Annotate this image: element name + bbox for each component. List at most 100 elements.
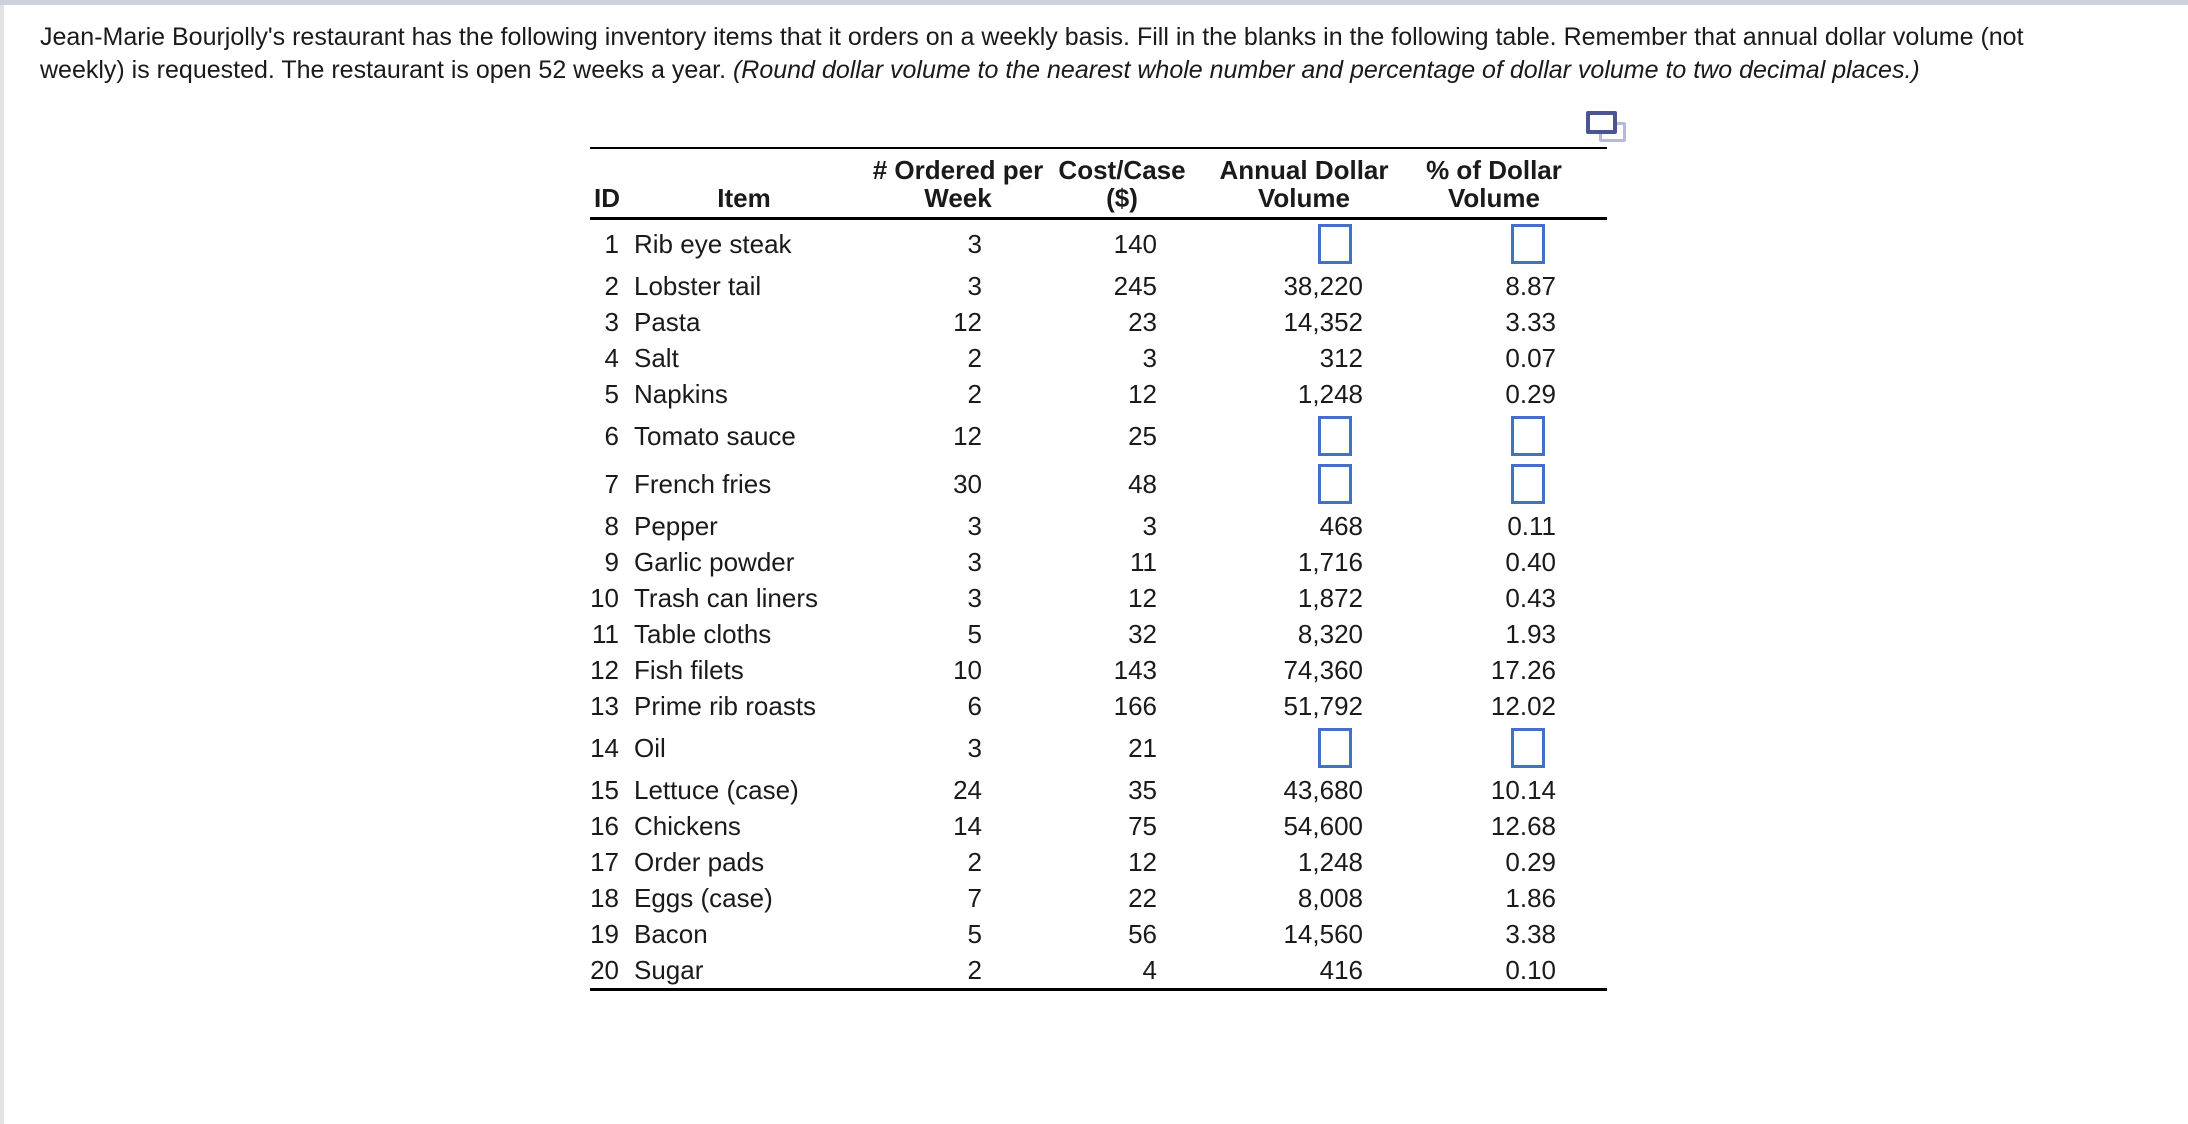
row-id: 20 bbox=[590, 954, 619, 985]
row-cost-per-case: 4 bbox=[1142, 954, 1157, 985]
pct-volume-input[interactable] bbox=[1511, 224, 1545, 264]
annual-volume-input[interactable] bbox=[1318, 728, 1352, 768]
row-ordered-per-week: 2 bbox=[967, 342, 982, 373]
row-item-name: Fish filets bbox=[634, 654, 744, 685]
row-ordered-per-week: 3 bbox=[967, 510, 982, 541]
pct-volume-input[interactable] bbox=[1511, 464, 1545, 504]
table-row: 12 Fish filets 10 143 74,360 17.26 bbox=[590, 652, 1607, 688]
row-annual-dollar-volume: 51,792 bbox=[1283, 690, 1363, 721]
row-item-name: Lettuce (case) bbox=[634, 774, 799, 805]
row-cost-per-case: 25 bbox=[1128, 420, 1157, 451]
row-pct-dollar-volume bbox=[1400, 464, 1607, 504]
row-item-name: Tomato sauce bbox=[634, 420, 796, 451]
row-ordered-per-week: 6 bbox=[967, 690, 982, 721]
row-pct-dollar-volume: 0.10 bbox=[1505, 954, 1556, 985]
row-item-name: Garlic powder bbox=[634, 546, 795, 577]
row-pct-dollar-volume: 8.87 bbox=[1505, 270, 1556, 301]
row-item-name: Sugar bbox=[634, 954, 704, 985]
row-ordered-per-week: 2 bbox=[967, 954, 982, 985]
pct-volume-input[interactable] bbox=[1511, 416, 1545, 456]
row-item-name: Salt bbox=[634, 342, 679, 373]
row-ordered-per-week: 10 bbox=[953, 654, 982, 685]
table-top-rule bbox=[590, 147, 1607, 149]
row-ordered-per-week: 12 bbox=[953, 420, 982, 451]
row-cost-per-case: 75 bbox=[1128, 810, 1157, 841]
row-item-name: Napkins bbox=[634, 378, 728, 409]
row-id: 5 bbox=[604, 378, 619, 409]
row-pct-dollar-volume: 12.02 bbox=[1490, 690, 1556, 721]
row-ordered-per-week: 5 bbox=[967, 618, 982, 649]
row-annual-dollar-volume bbox=[1208, 224, 1400, 264]
row-pct-dollar-volume: 0.40 bbox=[1505, 546, 1556, 577]
row-annual-dollar-volume: 43,680 bbox=[1283, 774, 1363, 805]
row-annual-dollar-volume: 312 bbox=[1319, 342, 1363, 373]
row-item-name: Prime rib roasts bbox=[634, 690, 817, 721]
duplicate-window-icon[interactable] bbox=[1586, 111, 1628, 145]
question-line-2-normal: weekly) is requested. The restaurant is … bbox=[40, 56, 733, 84]
row-annual-dollar-volume: 8,008 bbox=[1297, 882, 1363, 913]
row-id: 8 bbox=[604, 510, 619, 541]
rounding-note: (Round dollar volume to the nearest whol… bbox=[732, 56, 1920, 84]
row-id: 6 bbox=[604, 420, 619, 451]
table-bottom-rule bbox=[590, 988, 1607, 991]
table-row: 13 Prime rib roasts 6 166 51,792 12.02 bbox=[590, 688, 1607, 724]
table-row: 2 Lobster tail 3 245 38,220 8.87 bbox=[590, 268, 1607, 304]
row-ordered-per-week: 3 bbox=[967, 732, 982, 763]
row-ordered-per-week: 30 bbox=[953, 468, 982, 499]
row-cost-per-case: 3 bbox=[1142, 510, 1157, 541]
annual-volume-input[interactable] bbox=[1318, 416, 1352, 456]
row-ordered-per-week: 14 bbox=[953, 810, 982, 841]
row-pct-dollar-volume: 0.29 bbox=[1505, 378, 1556, 409]
table-row: 3 Pasta 12 23 14,352 3.33 bbox=[590, 304, 1607, 340]
row-pct-dollar-volume: 10.14 bbox=[1490, 774, 1556, 805]
table-row: 19 Bacon 5 56 14,560 3.38 bbox=[590, 916, 1607, 952]
row-ordered-per-week: 3 bbox=[967, 270, 982, 301]
row-annual-dollar-volume: 38,220 bbox=[1283, 270, 1363, 301]
table-header-rule bbox=[590, 217, 1607, 220]
header-annual-dollar-volume: Annual Dollar Volume bbox=[1219, 155, 1389, 213]
row-id: 15 bbox=[590, 774, 619, 805]
row-annual-dollar-volume: 468 bbox=[1319, 510, 1363, 541]
table-row: 16 Chickens 14 75 54,600 12.68 bbox=[590, 808, 1607, 844]
row-item-name: Eggs (case) bbox=[634, 882, 773, 913]
pct-volume-input[interactable] bbox=[1511, 728, 1545, 768]
table-row: 1 Rib eye steak 3 140 bbox=[590, 220, 1607, 268]
header-id: ID bbox=[594, 183, 620, 213]
row-annual-dollar-volume: 14,352 bbox=[1283, 306, 1363, 337]
row-item-name: French fries bbox=[634, 468, 772, 499]
row-cost-per-case: 245 bbox=[1113, 270, 1157, 301]
row-annual-dollar-volume bbox=[1208, 464, 1400, 504]
table-row: 7 French fries 30 48 bbox=[590, 460, 1607, 508]
table-row: 14 Oil 3 21 bbox=[590, 724, 1607, 772]
row-cost-per-case: 56 bbox=[1128, 918, 1157, 949]
row-ordered-per-week: 3 bbox=[967, 228, 982, 259]
row-id: 17 bbox=[590, 846, 619, 877]
row-id: 19 bbox=[590, 918, 619, 949]
row-pct-dollar-volume: 0.11 bbox=[1507, 510, 1556, 541]
table-row: 4 Salt 2 3 312 0.07 bbox=[590, 340, 1607, 376]
row-annual-dollar-volume: 14,560 bbox=[1283, 918, 1363, 949]
question-text: Jean-Marie Bourjolly's restaurant has th… bbox=[40, 21, 2024, 87]
row-annual-dollar-volume: 74,360 bbox=[1283, 654, 1363, 685]
row-cost-per-case: 12 bbox=[1128, 378, 1157, 409]
row-item-name: Order pads bbox=[634, 846, 765, 877]
annual-volume-input[interactable] bbox=[1318, 224, 1352, 264]
table-row: 9 Garlic powder 3 11 1,716 0.40 bbox=[590, 544, 1607, 580]
row-ordered-per-week: 24 bbox=[953, 774, 982, 805]
row-item-name: Oil bbox=[634, 732, 666, 763]
row-item-name: Table cloths bbox=[634, 618, 772, 649]
row-id: 9 bbox=[604, 546, 619, 577]
annual-volume-input[interactable] bbox=[1318, 464, 1352, 504]
table-row: 17 Order pads 2 12 1,248 0.29 bbox=[590, 844, 1607, 880]
inventory-table: ID Item # Ordered per Week Cost/Case ($) A… bbox=[590, 147, 1607, 991]
row-annual-dollar-volume: 1,872 bbox=[1297, 582, 1363, 613]
row-pct-dollar-volume bbox=[1400, 728, 1607, 768]
header-item: Item bbox=[717, 183, 771, 213]
row-item-name: Pasta bbox=[634, 306, 701, 337]
row-ordered-per-week: 3 bbox=[967, 546, 982, 577]
row-cost-per-case: 21 bbox=[1128, 732, 1157, 763]
row-cost-per-case: 11 bbox=[1130, 546, 1157, 577]
row-cost-per-case: 23 bbox=[1128, 306, 1157, 337]
row-pct-dollar-volume: 0.29 bbox=[1505, 846, 1556, 877]
row-annual-dollar-volume bbox=[1208, 728, 1400, 768]
